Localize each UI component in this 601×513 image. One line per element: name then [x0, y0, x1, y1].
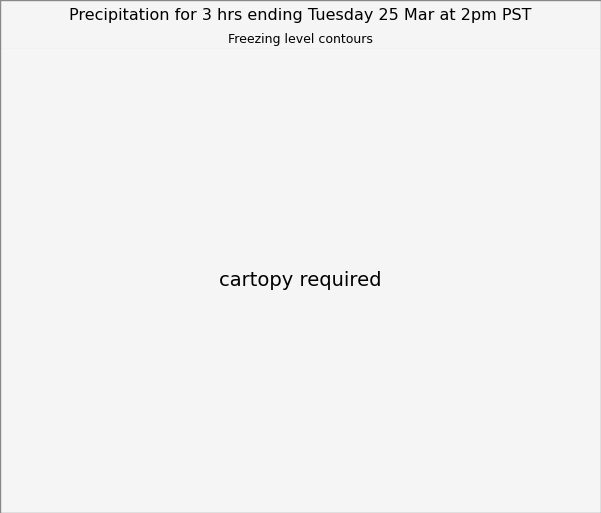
Text: cartopy required: cartopy required: [219, 271, 382, 290]
Text: Freezing level contours: Freezing level contours: [228, 33, 373, 47]
Text: Precipitation for 3 hrs ending Tuesday 25 Mar at 2pm PST: Precipitation for 3 hrs ending Tuesday 2…: [69, 8, 532, 23]
